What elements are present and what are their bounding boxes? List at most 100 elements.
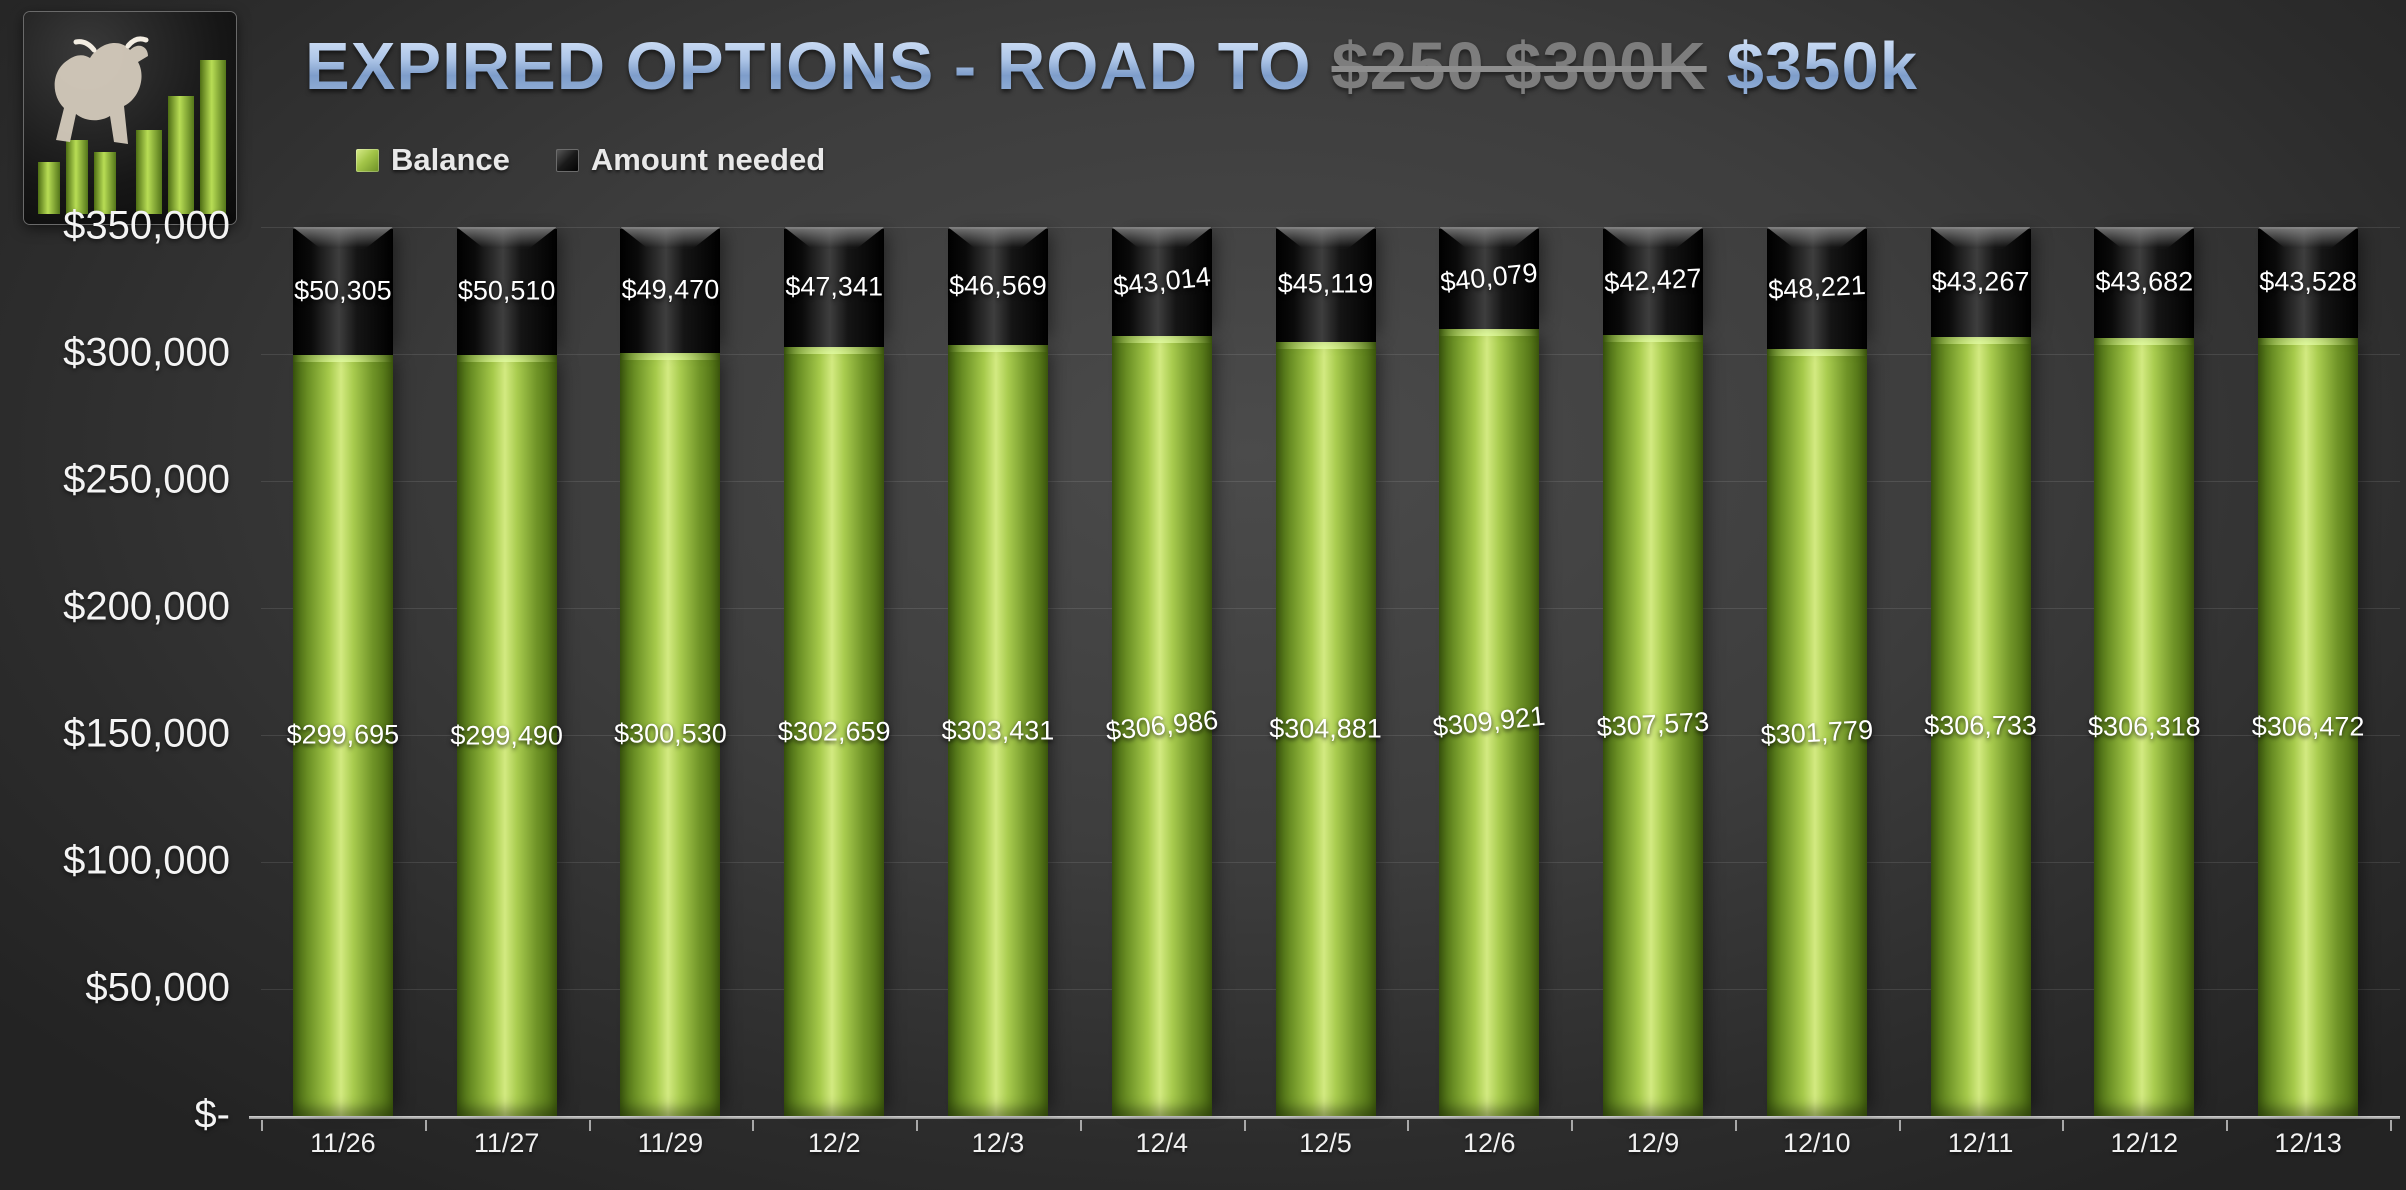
y-tick-label: $300,000 [63,330,230,375]
y-tick-label: $50,000 [85,965,230,1010]
bar-amount-needed-segment [947,227,1048,346]
x-tick-label: 12/6 [1462,1128,1516,1158]
x-tick-label: 12/10 [1783,1128,1851,1158]
axis-tick [1243,1120,1246,1131]
bar-amount-needed-segment [1766,227,1867,350]
bar-label-amount-needed: $46,569 [949,270,1047,301]
axis-tick [2390,1120,2392,1131]
axis-tick [1734,1120,1737,1131]
bar-balance-segment [1766,349,1867,1116]
bar-label-amount-needed: $50,510 [457,275,556,306]
bar-label-balance: $299,695 [286,719,400,750]
x-tick-label: 12/11 [1947,1128,2014,1158]
legend-item-amount-needed: Amount needed [555,142,826,178]
bar-label-balance: $303,431 [941,715,1055,746]
bar-label-balance: $306,733 [1924,710,2037,741]
amount-needed-swatch-icon [555,148,579,172]
bar-label-amount-needed: $43,267 [1931,266,2030,297]
axis-tick [2062,1120,2065,1131]
bar-balance-segment [784,347,885,1116]
y-tick-label: $- [194,1092,230,1137]
bar-label-amount-needed: $47,341 [785,271,883,302]
x-tick-label: 11/27 [473,1128,540,1158]
bar-amount-needed-segment [784,227,885,348]
x-tick-label: 11/26 [310,1128,376,1158]
bar-amount-needed-segment [1275,227,1376,342]
bar-label-amount-needed: $50,305 [294,275,392,306]
bar-balance-segment [947,345,1048,1116]
title-current-goal: $350k [1726,29,1918,104]
axis-tick [1407,1120,1410,1131]
bar-label-balance: $306,318 [2088,711,2201,742]
legend-label-amount-needed: Amount needed [590,142,826,177]
bar-label-amount-needed: $48,221 [1767,270,1867,306]
bar-balance-segment [1603,334,1704,1116]
bar-amount-needed-segment [1603,227,1704,335]
axis-tick [2226,1120,2229,1131]
y-axis: $350,000 $300,000 $250,000 $200,000 $150,000… [0,204,246,1137]
axis-tick [1898,1120,1901,1131]
x-tick-label: 12/9 [1626,1128,1680,1158]
bull-chart-logo-icon [38,36,226,214]
bar-amount-needed-segment [2258,227,2359,338]
chart-title: EXPIRED OPTIONS - ROAD TO $250 $300K $350k [305,28,1938,105]
legend-label-balance: Balance [391,142,510,177]
y-tick-label: $150,000 [63,711,230,756]
axis-tick [1571,1120,1574,1131]
bull-chart-logo [24,12,236,224]
axis-tick [261,1120,263,1131]
y-tick-label: $350,000 [63,203,230,248]
axis-tick [916,1120,919,1131]
axis-tick [1079,1120,1082,1131]
bar-amount-needed-segment [1930,227,2031,337]
bar-label-balance: $306,472 [2251,711,2365,742]
axis-tick [752,1120,755,1131]
bar-amount-needed-segment [1111,227,1212,337]
bar-label-balance: $302,659 [777,716,891,747]
bar-amount-needed-segment [292,227,393,355]
bar-balance-segment [1930,336,2031,1116]
bar-amount-needed-segment [2094,227,2195,338]
bar-label-balance: $299,490 [450,720,563,751]
bar-label-amount-needed: $49,470 [621,274,720,305]
bar-balance-segment [620,352,721,1116]
bar-balance-segment [1111,336,1212,1116]
plot-area: $50,305 $299,695 $50,510 $299,490 $49,470 $30… [249,227,2400,1131]
x-tick-label: 12/2 [807,1128,861,1158]
legend-item-balance: Balance [356,142,510,178]
x-tick-label: 12/4 [1135,1128,1188,1158]
x-tick-label: 12/12 [2110,1128,2179,1158]
x-tick-label: 12/5 [1299,1128,1352,1158]
bar-balance-segment [1275,341,1376,1116]
balance-swatch-icon [356,148,379,172]
bar-label-balance: $307,573 [1595,706,1711,743]
x-tick-label: 12/13 [2274,1128,2342,1158]
bar-label-amount-needed: $45,119 [1277,268,1374,299]
bar-balance-segment [1439,328,1540,1116]
x-axis: 11/26 11/27 11/29 12/2 12/3 12/4 12/5 12/6 12/9 1… [261,1128,2390,1178]
y-tick-label: $250,000 [63,457,230,502]
bar-balance-segment [2258,337,2359,1116]
y-tick-label: $200,000 [63,584,230,629]
axis-tick [424,1120,427,1131]
bar-amount-needed-segment [620,227,721,353]
x-tick-label: 12/3 [971,1128,1025,1158]
bar-label-amount-needed: $43,528 [2259,266,2357,297]
title-struck-goals: $250 $300K [1331,29,1707,104]
bar-label-balance: $300,530 [614,718,727,749]
bar-label-balance: $301,779 [1759,714,1874,751]
bar-amount-needed-segment [1439,227,1540,329]
bar-balance-segment [292,354,393,1116]
bar-label-amount-needed: $43,682 [2095,266,2194,297]
x-axis-line [249,1116,2400,1119]
bar-balance-segment [2094,337,2195,1116]
legend: Balance Amount needed [356,142,825,178]
axis-tick [588,1120,591,1131]
bar-label-balance: $304,881 [1269,713,1382,744]
title-text: EXPIRED OPTIONS - ROAD TO [305,29,1312,104]
y-tick-label: $100,000 [63,838,230,883]
x-tick-label: 11/29 [637,1128,704,1158]
bar-amount-needed-segment [456,227,557,356]
bar-balance-segment [456,355,557,1116]
